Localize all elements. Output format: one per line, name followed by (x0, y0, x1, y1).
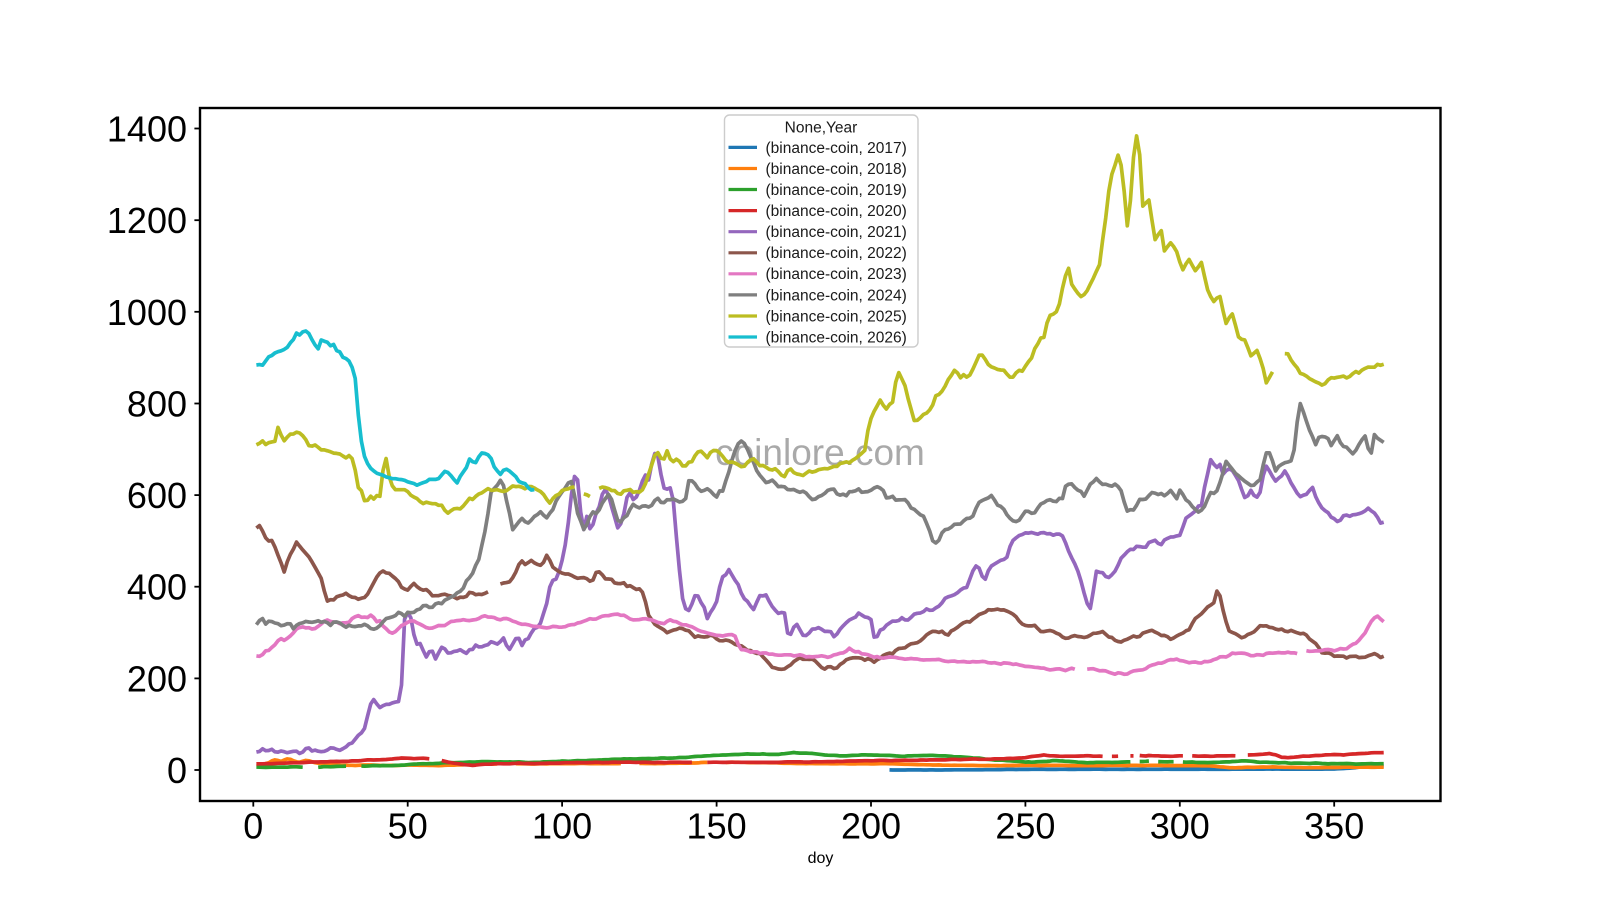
svg-text:200: 200 (841, 805, 901, 846)
svg-text:150: 150 (687, 805, 747, 846)
svg-text:(binance-coin, 2026): (binance-coin, 2026) (766, 329, 907, 346)
svg-text:(binance-coin, 2023): (binance-coin, 2023) (766, 266, 907, 283)
svg-text:300: 300 (1150, 805, 1210, 846)
svg-text:250: 250 (995, 805, 1055, 846)
svg-text:(binance-coin, 2017): (binance-coin, 2017) (766, 140, 907, 157)
svg-text:coinlore.com: coinlore.com (715, 432, 925, 473)
svg-text:(binance-coin, 2021): (binance-coin, 2021) (766, 224, 907, 241)
svg-text:(binance-coin, 2019): (binance-coin, 2019) (766, 182, 907, 199)
svg-text:(binance-coin, 2018): (binance-coin, 2018) (766, 161, 907, 178)
svg-text:200: 200 (127, 658, 187, 699)
svg-text:(binance-coin, 2025): (binance-coin, 2025) (766, 308, 907, 325)
svg-text:None,Year: None,Year (785, 120, 858, 137)
svg-text:100: 100 (532, 805, 592, 846)
svg-text:1000: 1000 (107, 292, 187, 333)
svg-text:350: 350 (1304, 805, 1364, 846)
svg-text:0: 0 (167, 750, 187, 791)
svg-text:800: 800 (127, 384, 187, 425)
svg-text:(binance-coin, 2020): (binance-coin, 2020) (766, 203, 907, 220)
svg-text:(binance-coin, 2024): (binance-coin, 2024) (766, 287, 907, 304)
svg-text:1200: 1200 (107, 200, 187, 241)
svg-text:(binance-coin, 2022): (binance-coin, 2022) (766, 245, 907, 262)
svg-text:400: 400 (127, 567, 187, 608)
svg-text:doy: doy (808, 850, 834, 867)
svg-text:0: 0 (243, 805, 263, 846)
svg-text:50: 50 (388, 805, 428, 846)
svg-text:1400: 1400 (107, 109, 187, 150)
svg-text:600: 600 (127, 475, 187, 516)
